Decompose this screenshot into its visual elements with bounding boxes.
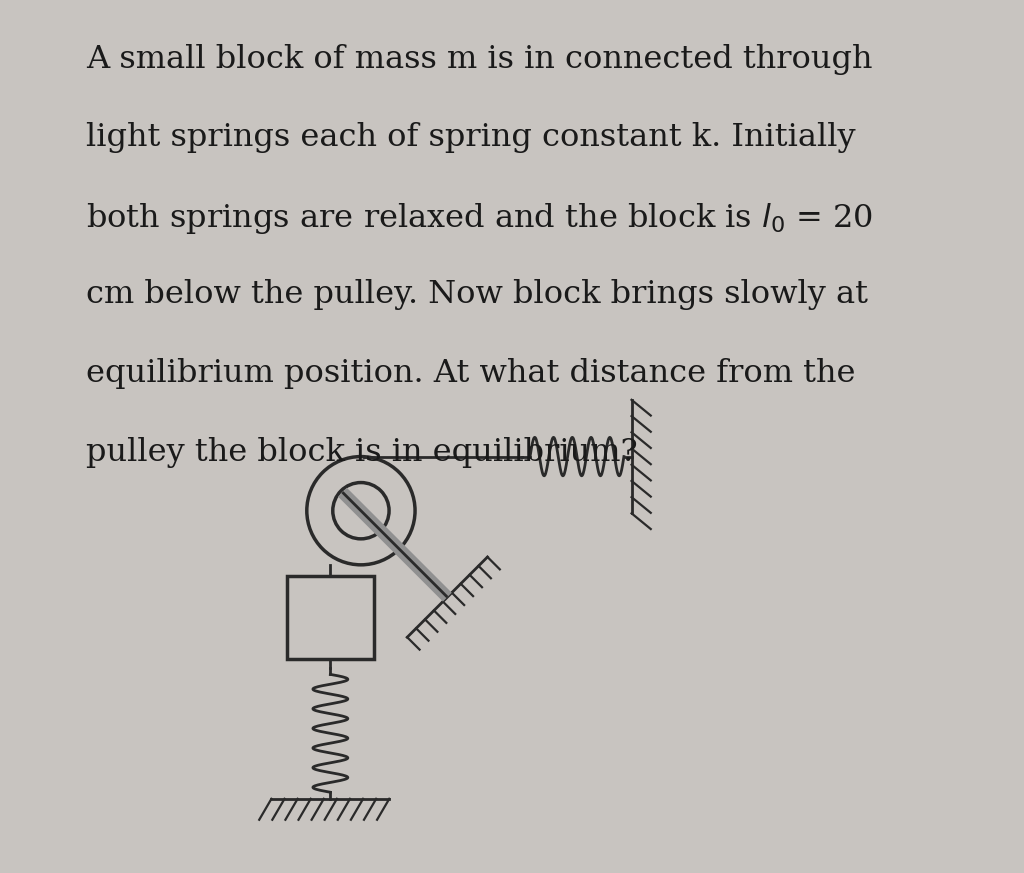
- Text: A small block of mass m is in connected through: A small block of mass m is in connected …: [86, 44, 872, 75]
- Bar: [287, 576, 374, 659]
- Text: pulley the block is in equilibrium?: pulley the block is in equilibrium?: [86, 436, 638, 468]
- Text: light springs each of spring constant k. Initially: light springs each of spring constant k.…: [86, 122, 856, 154]
- Text: equilibrium position. At what distance from the: equilibrium position. At what distance f…: [86, 358, 855, 389]
- Text: cm below the pulley. Now block brings slowly at: cm below the pulley. Now block brings sl…: [86, 279, 868, 311]
- Circle shape: [357, 507, 365, 514]
- Text: both springs are relaxed and the block is $\it{l}_0$ = 20: both springs are relaxed and the block i…: [86, 201, 873, 236]
